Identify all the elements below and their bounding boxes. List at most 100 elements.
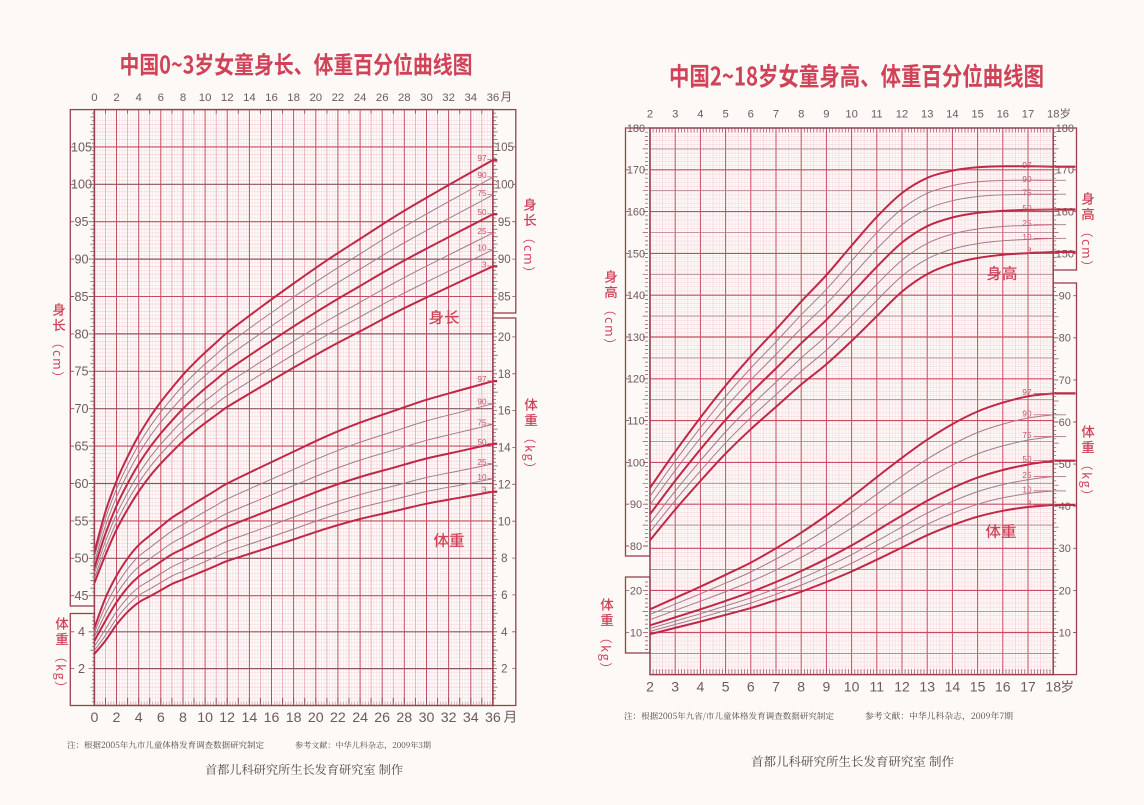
svg-text:3: 3 — [482, 260, 487, 269]
svg-text:2: 2 — [646, 679, 654, 695]
svg-text:3: 3 — [482, 486, 487, 495]
svg-text:97: 97 — [1022, 388, 1032, 397]
svg-text:55: 55 — [74, 514, 88, 528]
svg-text:20: 20 — [309, 92, 322, 104]
svg-text:7: 7 — [772, 679, 780, 695]
svg-text:34: 34 — [463, 710, 479, 726]
svg-text:6: 6 — [747, 679, 755, 695]
svg-text:90: 90 — [74, 253, 88, 267]
svg-text:15: 15 — [970, 679, 986, 695]
svg-text:20: 20 — [630, 585, 642, 597]
svg-text:40: 40 — [1059, 501, 1071, 513]
svg-text:12: 12 — [219, 710, 235, 726]
svg-text:120: 120 — [627, 374, 645, 386]
svg-text:8: 8 — [179, 710, 187, 726]
svg-text:95: 95 — [498, 217, 511, 229]
svg-text:10: 10 — [498, 516, 511, 528]
svg-text:130: 130 — [627, 332, 645, 344]
svg-text:17: 17 — [1022, 109, 1034, 121]
svg-text:100: 100 — [627, 457, 645, 469]
svg-text:90: 90 — [1022, 175, 1032, 184]
svg-text:28: 28 — [398, 92, 411, 104]
svg-text:12: 12 — [896, 109, 908, 121]
svg-text:10: 10 — [844, 679, 860, 695]
svg-text:60: 60 — [1059, 417, 1071, 429]
svg-text:9: 9 — [823, 679, 831, 695]
svg-text:170: 170 — [627, 165, 645, 177]
svg-text:3: 3 — [671, 679, 679, 695]
svg-text:50: 50 — [477, 208, 487, 217]
svg-text:16: 16 — [265, 92, 278, 104]
svg-text:90: 90 — [477, 398, 487, 407]
svg-text:50: 50 — [74, 552, 88, 566]
svg-text:6: 6 — [157, 710, 165, 726]
svg-text:110: 110 — [627, 416, 645, 428]
svg-text:90: 90 — [630, 499, 642, 511]
svg-text:24: 24 — [354, 92, 367, 104]
svg-text:6: 6 — [158, 92, 164, 104]
svg-text:14: 14 — [945, 679, 961, 695]
svg-text:90: 90 — [477, 171, 487, 180]
svg-text:20: 20 — [308, 710, 324, 726]
svg-text:10: 10 — [630, 627, 642, 639]
svg-text:2: 2 — [113, 92, 119, 104]
svg-text:60: 60 — [74, 477, 88, 491]
svg-text:10: 10 — [1022, 485, 1032, 494]
svg-text:32: 32 — [441, 710, 457, 726]
svg-text:30: 30 — [419, 710, 435, 726]
svg-text:17: 17 — [1020, 679, 1036, 695]
svg-text:4: 4 — [697, 679, 705, 695]
svg-text:25: 25 — [1022, 471, 1032, 480]
svg-text:70: 70 — [74, 402, 88, 416]
svg-text:16: 16 — [264, 710, 280, 726]
svg-text:180: 180 — [627, 123, 645, 135]
svg-text:90: 90 — [1059, 291, 1071, 303]
svg-text:8: 8 — [797, 679, 805, 695]
svg-text:6: 6 — [748, 109, 754, 121]
svg-text:14: 14 — [946, 109, 958, 121]
svg-text:97: 97 — [477, 154, 487, 163]
svg-text:3: 3 — [672, 109, 678, 121]
svg-text:8: 8 — [180, 92, 186, 104]
svg-text:95: 95 — [74, 215, 88, 229]
svg-text:12: 12 — [498, 479, 511, 491]
svg-text:28: 28 — [396, 710, 412, 726]
svg-text:26: 26 — [376, 92, 389, 104]
svg-text:97: 97 — [1022, 161, 1032, 170]
svg-text:34: 34 — [464, 92, 477, 104]
svg-text:13: 13 — [919, 679, 935, 695]
svg-text:18: 18 — [287, 92, 300, 104]
svg-text:45: 45 — [74, 589, 88, 603]
svg-text:5: 5 — [722, 679, 730, 695]
svg-text:80: 80 — [74, 327, 88, 341]
svg-text:18: 18 — [1047, 109, 1059, 121]
svg-text:140: 140 — [627, 290, 645, 302]
svg-text:100: 100 — [495, 179, 514, 191]
svg-text:50: 50 — [1059, 459, 1071, 471]
svg-text:14: 14 — [498, 443, 511, 455]
svg-text:12: 12 — [221, 92, 234, 104]
svg-text:97: 97 — [477, 375, 487, 384]
svg-text:16: 16 — [995, 679, 1011, 695]
svg-text:22: 22 — [330, 710, 346, 726]
svg-text:160: 160 — [627, 207, 645, 219]
svg-text:20: 20 — [1059, 585, 1071, 597]
svg-text:5: 5 — [722, 109, 728, 121]
svg-text:65: 65 — [74, 440, 88, 454]
svg-text:2: 2 — [113, 710, 121, 726]
svg-text:75: 75 — [1022, 431, 1032, 440]
svg-text:4: 4 — [136, 92, 142, 104]
svg-text:11: 11 — [870, 679, 885, 695]
svg-text:8: 8 — [798, 109, 804, 121]
svg-text:90: 90 — [498, 254, 511, 266]
svg-text:180: 180 — [1056, 123, 1074, 135]
svg-text:30: 30 — [420, 92, 433, 104]
svg-text:10: 10 — [1059, 627, 1071, 639]
svg-text:10: 10 — [199, 92, 212, 104]
svg-text:150: 150 — [1056, 248, 1074, 260]
svg-text:10: 10 — [1022, 233, 1032, 242]
svg-text:6: 6 — [501, 590, 507, 602]
svg-text:10: 10 — [477, 244, 487, 253]
svg-text:75: 75 — [74, 365, 88, 379]
svg-text:2: 2 — [501, 664, 507, 676]
